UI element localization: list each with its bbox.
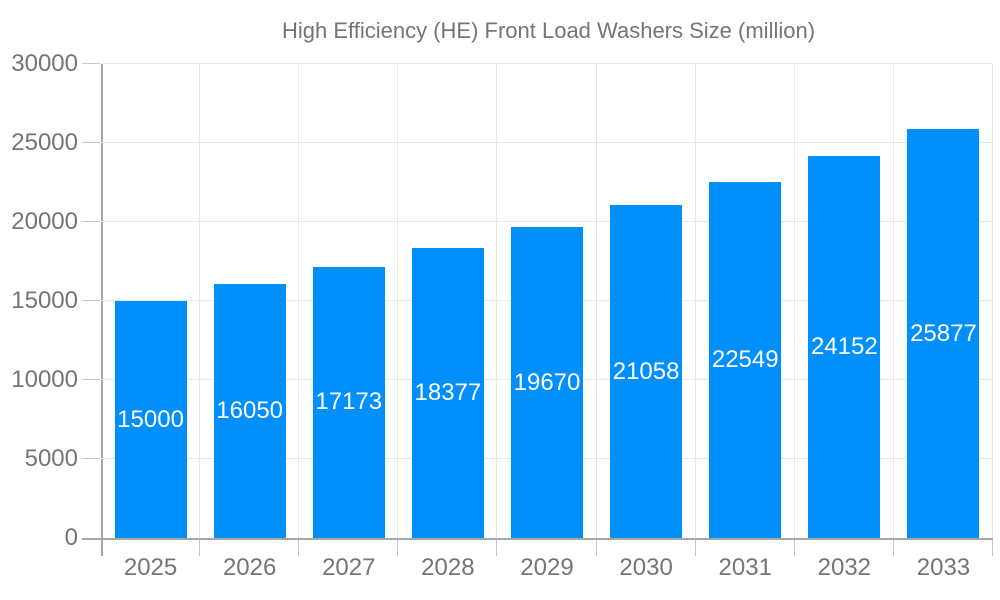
y-axis-tick [82, 141, 100, 143]
bar[interactable]: 25877 [907, 129, 980, 538]
bar-value-label: 17173 [315, 388, 383, 416]
y-axis-tick-label: 20000 [11, 208, 78, 235]
x-axis-tick-label: 2032 [817, 554, 872, 581]
x-axis-tick-label: 2031 [718, 554, 772, 581]
y-axis-tick [82, 300, 100, 301]
y-axis-tick [82, 63, 100, 64]
plot-area: 15000 16050 17173 18377 19670 21058 22549 24152… [82, 63, 993, 556]
y-axis-tick [82, 378, 100, 380]
legend[interactable]: High Efficiency (HE) Front Load Washers … [0, 18, 1000, 44]
x-axis-tick [199, 540, 201, 556]
bar[interactable]: 16050 [213, 284, 286, 538]
y-gridline [101, 141, 993, 143]
bar[interactable]: 18377 [411, 247, 484, 538]
bar-value-label: 15000 [117, 405, 184, 433]
x-axis-tick-label: 2027 [322, 554, 376, 581]
x-axis-labels: 2025 2026 2027 2028 2029 2030 2031 2032 2033 [101, 554, 993, 584]
y-gridline [101, 220, 993, 222]
y-axis-tick [82, 220, 100, 222]
bar[interactable]: 15000 [114, 301, 187, 538]
x-axis-tick [793, 540, 795, 556]
y-gridline [101, 63, 993, 64]
legend-swatch-icon [185, 19, 268, 44]
x-axis-tick [892, 540, 894, 556]
bar[interactable]: 19670 [511, 227, 583, 538]
y-axis-tick-label: 15000 [11, 287, 78, 314]
bar-value-label: 19670 [513, 368, 581, 396]
x-axis-tick-label: 2026 [222, 554, 277, 581]
x-gridline [694, 64, 696, 538]
bar-value-label: 21058 [612, 357, 680, 385]
x-axis-tick [694, 540, 696, 556]
y-axis-line [101, 64, 103, 556]
x-gridline [992, 64, 993, 538]
x-gridline [793, 64, 795, 538]
y-axis-tick-label: 30000 [11, 50, 78, 77]
x-axis-tick [397, 540, 399, 556]
x-gridline [199, 64, 201, 538]
y-axis-tick [82, 538, 100, 540]
x-axis-tick [298, 540, 300, 556]
x-gridline [496, 64, 498, 538]
x-axis-tick-label: 2028 [421, 554, 475, 581]
x-gridline [397, 64, 399, 538]
y-axis-tick-label: 0 [64, 524, 78, 551]
bar-value-label: 16050 [216, 397, 284, 425]
x-axis-tick-label: 2030 [619, 554, 673, 581]
bar-value-label: 25877 [910, 319, 977, 347]
y-axis-tick [82, 458, 100, 459]
bar[interactable]: 17173 [312, 266, 385, 538]
bar-value-label: 18377 [414, 378, 482, 406]
bar-value-label: 22549 [711, 345, 779, 373]
x-axis-tick [595, 540, 597, 556]
x-axis-tick-label: 2033 [916, 554, 971, 581]
x-axis-tick [496, 540, 498, 556]
bar[interactable]: 21058 [610, 205, 683, 538]
x-gridline [892, 64, 894, 538]
y-axis-tick-label: 5000 [24, 445, 78, 472]
x-gridline [298, 64, 300, 538]
x-axis-line [83, 538, 993, 540]
x-axis-tick-label: 2025 [123, 554, 178, 581]
bar[interactable]: 24152 [808, 156, 881, 538]
bar[interactable]: 22549 [709, 181, 782, 538]
x-axis-tick [101, 540, 103, 556]
x-gridline [595, 64, 597, 538]
bar-value-label: 24152 [810, 333, 878, 361]
legend-label: High Efficiency (HE) Front Load Washers … [281, 18, 816, 43]
x-axis-tick-label: 2029 [520, 554, 574, 581]
x-axis-tick [992, 540, 993, 556]
y-axis-labels: 0 5000 10000 15000 20000 25000 30000 [0, 50, 78, 551]
y-axis-tick-label: 25000 [11, 129, 78, 156]
y-axis-tick-label: 10000 [11, 366, 78, 393]
